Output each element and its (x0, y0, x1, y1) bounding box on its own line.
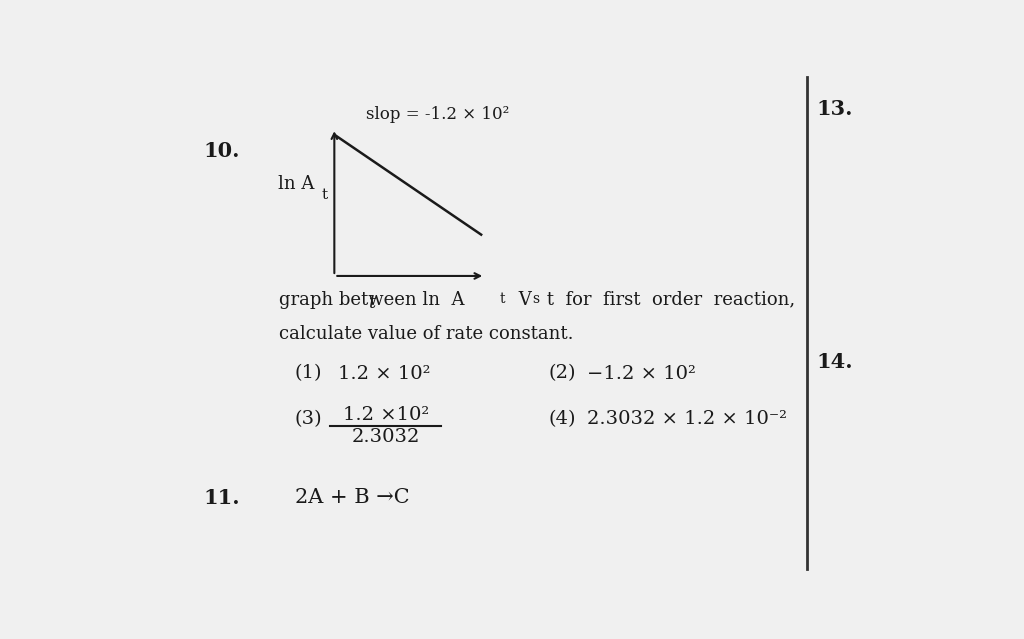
Text: (4): (4) (549, 410, 577, 427)
Text: graph between ln  A: graph between ln A (279, 291, 464, 309)
Text: 11.: 11. (204, 488, 240, 507)
Text: s: s (532, 291, 540, 305)
Text: t  for  first  order  reaction,: t for first order reaction, (541, 291, 795, 309)
Text: (2): (2) (549, 364, 577, 383)
Text: V: V (513, 291, 531, 309)
Text: 2.3032: 2.3032 (351, 429, 420, 447)
Text: (3): (3) (295, 410, 323, 427)
Text: 13.: 13. (816, 99, 853, 119)
Text: 14.: 14. (816, 352, 853, 372)
Text: calculate value of rate constant.: calculate value of rate constant. (279, 325, 573, 343)
Text: 1.2 ×10²: 1.2 ×10² (343, 406, 429, 424)
Text: (1): (1) (295, 364, 323, 383)
Text: 2A + B →C: 2A + B →C (295, 488, 410, 507)
Text: 10.: 10. (204, 141, 240, 160)
Text: −1.2 × 10²: −1.2 × 10² (587, 364, 695, 383)
Text: t: t (369, 294, 376, 312)
Text: slop = -1.2 × 10²: slop = -1.2 × 10² (367, 107, 509, 123)
Text: 1.2 × 10²: 1.2 × 10² (338, 364, 431, 383)
Text: ln A: ln A (279, 176, 314, 194)
Text: t: t (322, 188, 328, 202)
Text: 2.3032 × 1.2 × 10⁻²: 2.3032 × 1.2 × 10⁻² (587, 410, 786, 427)
Text: t: t (500, 291, 505, 305)
